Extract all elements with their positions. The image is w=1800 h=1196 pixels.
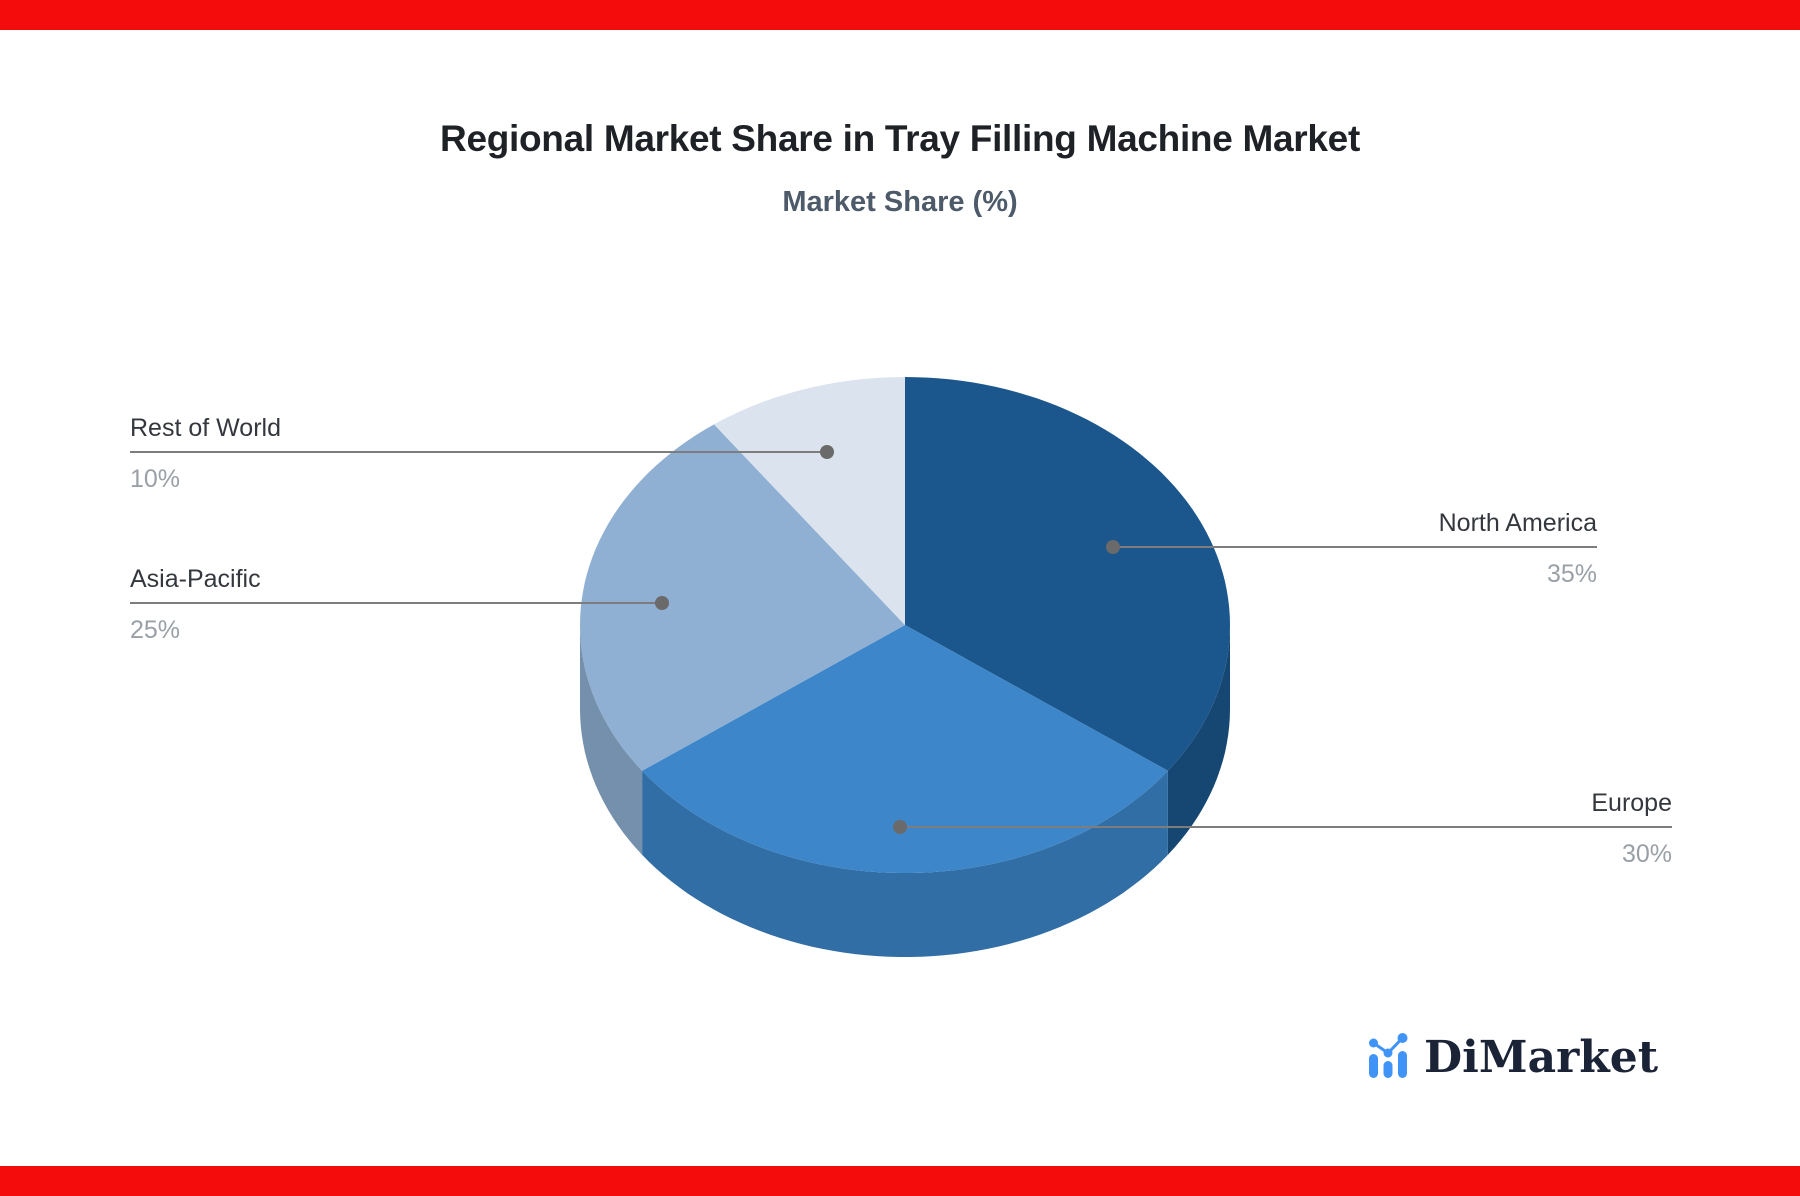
callout-north-america: North America 35% [1439,507,1597,590]
slice-label: Asia-Pacific [130,565,261,593]
slice-value: 10% [130,465,181,493]
slice-value: 25% [130,616,181,644]
slice-value: 30% [1621,840,1672,868]
dimarket-logo: DiMarket [1366,1032,1658,1082]
slice-value: 35% [1546,560,1597,588]
callout-rest-of-world: Rest of World 10% [130,412,281,495]
slice-label: North America [1438,509,1597,537]
slice-label: Europe [1591,789,1672,817]
bottom-red-bar [0,1166,1800,1196]
top-red-bar [0,0,1800,30]
callout-asia-pacific: Asia-Pacific 25% [130,563,261,646]
bar-chart-icon [1369,1033,1408,1078]
slice-label: Rest of World [130,414,281,442]
chart-subtitle: Market Share (%) [782,186,1018,218]
logo-wordmark: DiMarket [1424,1031,1659,1083]
chart-title: Regional Market Share in Tray Filling Ma… [440,118,1360,159]
callout-europe: Europe 30% [1591,787,1672,870]
